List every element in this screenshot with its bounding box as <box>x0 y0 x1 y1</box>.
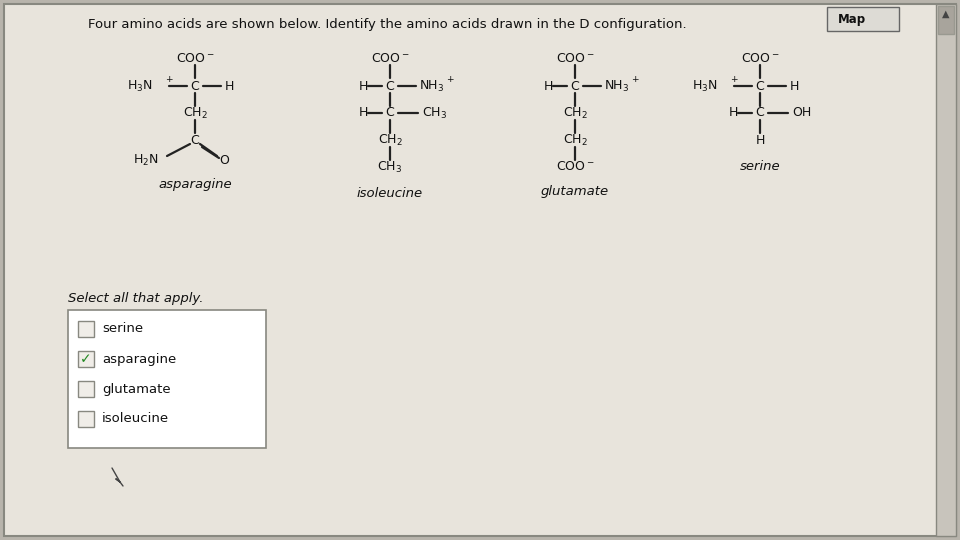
Text: H$_3$N: H$_3$N <box>128 78 153 93</box>
Text: serine: serine <box>740 160 780 173</box>
Text: H: H <box>543 79 553 92</box>
Text: isoleucine: isoleucine <box>357 187 423 200</box>
Text: O: O <box>219 153 228 166</box>
Text: COO$^-$: COO$^-$ <box>371 51 409 64</box>
Text: C: C <box>191 133 200 146</box>
Text: glutamate: glutamate <box>102 382 171 395</box>
Bar <box>936 4 956 536</box>
Text: +: + <box>632 76 638 84</box>
Text: +: + <box>165 76 173 84</box>
FancyBboxPatch shape <box>4 4 956 536</box>
Text: NH$_3$: NH$_3$ <box>604 78 629 93</box>
Text: Four amino acids are shown below. Identify the amino acids drawn in the D config: Four amino acids are shown below. Identi… <box>88 18 686 31</box>
Text: ✓: ✓ <box>81 352 92 366</box>
Text: COO$^-$: COO$^-$ <box>556 160 594 173</box>
Bar <box>78 411 94 427</box>
Text: serine: serine <box>102 322 143 335</box>
Text: CH$_2$: CH$_2$ <box>182 105 207 120</box>
Bar <box>78 321 94 337</box>
Text: CH$_2$: CH$_2$ <box>377 132 402 147</box>
Text: H: H <box>225 79 234 92</box>
Text: Select all that apply.: Select all that apply. <box>68 292 204 305</box>
Text: Map: Map <box>838 12 866 25</box>
Text: COO$^-$: COO$^-$ <box>556 51 594 64</box>
Text: H: H <box>359 106 368 119</box>
Text: asparagine: asparagine <box>102 353 177 366</box>
FancyBboxPatch shape <box>68 310 266 448</box>
Text: C: C <box>386 79 395 92</box>
FancyBboxPatch shape <box>827 7 899 31</box>
Bar <box>938 6 954 34</box>
Text: H$_2$N: H$_2$N <box>133 152 159 167</box>
Text: CH$_3$: CH$_3$ <box>377 159 402 174</box>
Text: COO$^-$: COO$^-$ <box>176 51 214 64</box>
Text: H: H <box>790 79 800 92</box>
Bar <box>78 381 94 397</box>
Text: OH: OH <box>792 106 811 119</box>
Text: H: H <box>359 79 368 92</box>
Text: H: H <box>729 106 738 119</box>
Text: NH$_3$: NH$_3$ <box>419 78 444 93</box>
Text: CH$_3$: CH$_3$ <box>422 105 447 120</box>
Text: CH$_2$: CH$_2$ <box>563 105 588 120</box>
Text: C: C <box>570 79 580 92</box>
Text: asparagine: asparagine <box>158 178 231 191</box>
Text: H: H <box>756 133 765 146</box>
Text: C: C <box>756 79 764 92</box>
Text: C: C <box>191 79 200 92</box>
Text: C: C <box>756 106 764 119</box>
Text: CH$_2$: CH$_2$ <box>563 132 588 147</box>
Text: +: + <box>446 76 454 84</box>
Text: COO$^-$: COO$^-$ <box>741 51 780 64</box>
Text: H$_3$N: H$_3$N <box>692 78 718 93</box>
Text: +: + <box>731 76 737 84</box>
Text: isoleucine: isoleucine <box>102 413 169 426</box>
Bar <box>78 351 94 367</box>
Text: ▲: ▲ <box>943 9 949 19</box>
Text: C: C <box>386 106 395 119</box>
Text: glutamate: glutamate <box>540 185 609 198</box>
